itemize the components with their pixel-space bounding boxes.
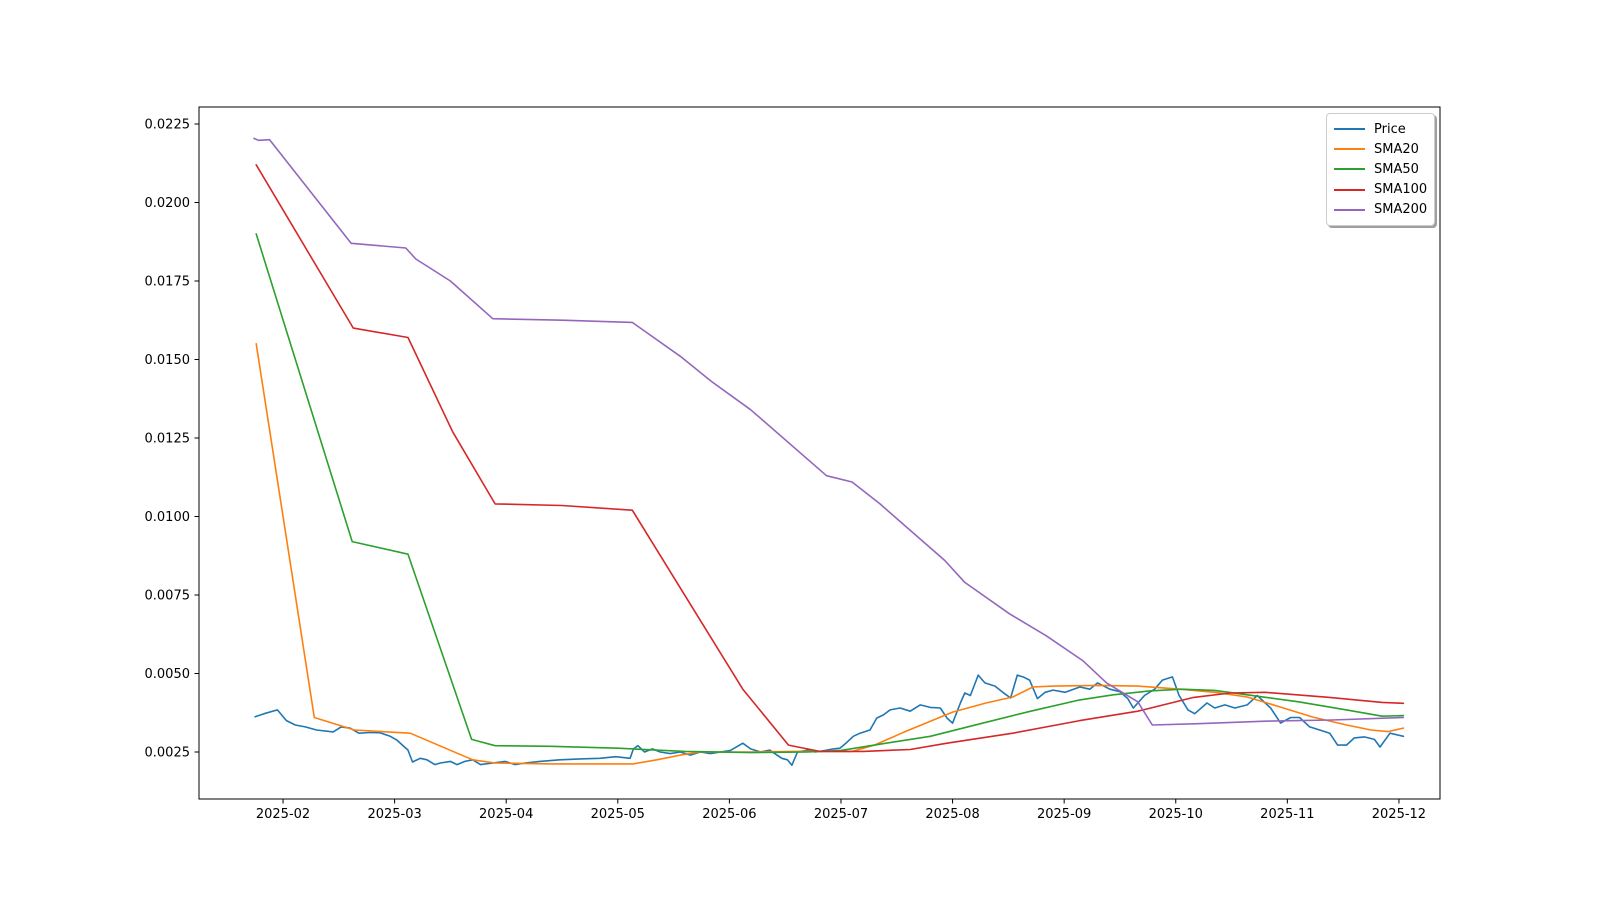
x-tick-label: 2025-06 (702, 807, 756, 822)
legend-line-sample (1334, 208, 1365, 211)
series-line-sma100 (255, 164, 1405, 753)
series-line-sma200 (253, 137, 1405, 726)
x-tick-label: 2025-11 (1260, 807, 1314, 822)
series-line-price (254, 674, 1405, 767)
legend-line-sample (1334, 168, 1365, 171)
x-tick-label: 2025-09 (1037, 807, 1091, 822)
y-tick-label: 0.0200 (145, 196, 191, 211)
legend-item-sma20: SMA20 (1334, 139, 1426, 159)
x-tick-label: 2025-02 (256, 807, 310, 822)
legend-item-sma50: SMA50 (1334, 159, 1426, 179)
x-tick-label: 2025-10 (1149, 807, 1203, 822)
y-tick-label: 0.0050 (145, 667, 191, 682)
series-line-sma20 (255, 342, 1405, 765)
y-tick-label: 0.0075 (145, 588, 191, 603)
plot-frame (198, 106, 1441, 800)
legend-line-sample (1334, 128, 1365, 131)
x-tick-label: 2025-04 (479, 807, 533, 822)
x-tick-label: 2025-03 (367, 807, 421, 822)
legend-line-sample (1334, 148, 1365, 151)
legend-label: Price (1374, 121, 1406, 137)
legend-item-price: Price (1334, 119, 1426, 139)
y-tick-label: 0.0025 (145, 745, 191, 760)
x-tick-label: 2025-07 (814, 807, 868, 822)
legend-item-sma100: SMA100 (1334, 180, 1428, 200)
axes-layer: 2025-02 2025-03 2025-04 2025-05 2025-06 2025-… (145, 106, 1441, 822)
legend-label: SMA20 (1374, 141, 1419, 157)
legend-label: SMA200 (1374, 202, 1428, 218)
x-tick-label: 2025-12 (1372, 807, 1426, 822)
y-tick-label: 0.0175 (145, 274, 191, 289)
y-tick-label: 0.0225 (145, 117, 191, 132)
legend-item-sma200: SMA200 (1334, 200, 1428, 220)
legend-label: SMA100 (1374, 182, 1428, 198)
x-tick-label: 2025-08 (925, 807, 979, 822)
y-tick-label: 0.0150 (145, 353, 191, 368)
legend-label: SMA50 (1374, 161, 1419, 177)
y-tick-label: 0.0125 (145, 431, 191, 446)
series-lines (253, 137, 1405, 767)
legend-line-sample (1334, 188, 1365, 191)
legend-box: Price SMA20 SMA50 SMA100 SMA200 (1326, 113, 1435, 226)
x-tick-label: 2025-05 (591, 807, 645, 822)
series-line-sma50 (255, 233, 1405, 754)
y-tick-label: 0.0100 (145, 510, 191, 525)
